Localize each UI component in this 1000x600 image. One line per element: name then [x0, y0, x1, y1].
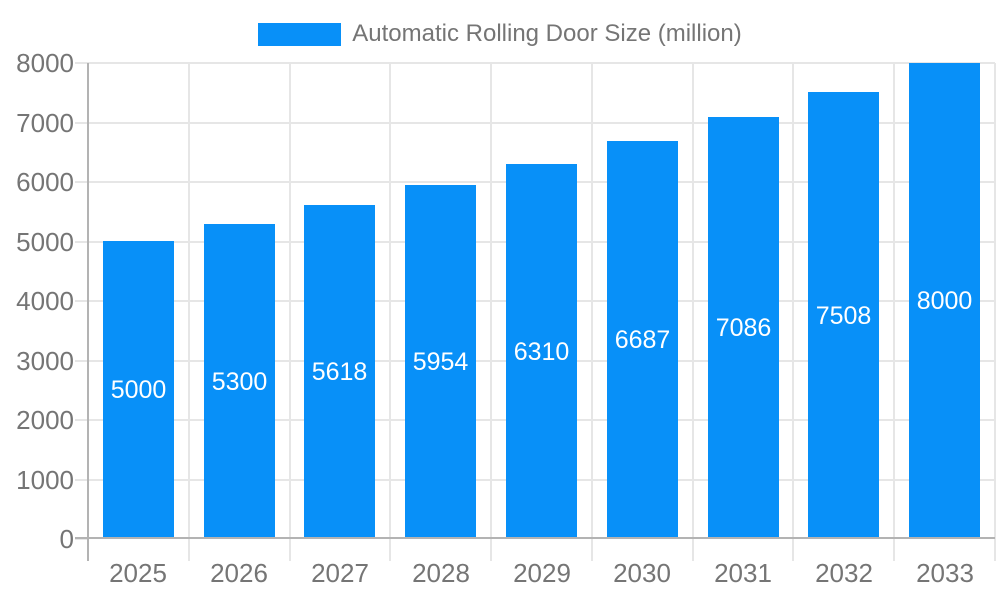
bar[interactable]: [909, 63, 980, 539]
bar[interactable]: [607, 141, 678, 539]
legend[interactable]: Automatic Rolling Door Size (million): [0, 20, 1000, 48]
x-gridline: [389, 63, 391, 561]
x-axis-tick-label: 2029: [513, 558, 571, 588]
x-axis-tick-label: 2032: [815, 558, 873, 588]
x-gridline: [289, 63, 291, 561]
x-gridline: [188, 63, 190, 561]
bar[interactable]: [304, 205, 375, 539]
bar[interactable]: [506, 164, 577, 539]
bar[interactable]: [808, 92, 879, 539]
y-axis-tick-label: 1000: [16, 465, 74, 495]
y-axis-tick-label: 5000: [16, 227, 74, 257]
x-axis-tick-label: 2031: [714, 558, 772, 588]
x-axis-tick-label: 2030: [613, 558, 671, 588]
legend-label: Automatic Rolling Door Size (million): [352, 20, 742, 47]
y-gridline: [75, 62, 995, 64]
y-gridline: [75, 122, 995, 124]
y-axis-tick-label: 7000: [16, 108, 74, 138]
x-gridline: [994, 63, 996, 561]
bar[interactable]: [708, 117, 779, 539]
x-gridline: [893, 63, 895, 561]
y-axis-tick-label: 2000: [16, 405, 74, 435]
y-axis-tick-label: 4000: [16, 286, 74, 316]
x-gridline: [692, 63, 694, 561]
bar[interactable]: [103, 241, 174, 539]
x-axis-tick-label: 2028: [412, 558, 470, 588]
x-axis-line: [75, 537, 995, 539]
y-axis-line: [87, 63, 89, 561]
x-gridline: [792, 63, 794, 561]
x-axis-tick-label: 2027: [311, 558, 369, 588]
legend-swatch: [258, 22, 342, 46]
y-axis-tick-label: 8000: [16, 48, 74, 78]
bar[interactable]: [204, 224, 275, 539]
x-gridline: [591, 63, 593, 561]
y-axis-tick-label: 0: [59, 524, 74, 554]
bar[interactable]: [405, 185, 476, 539]
x-axis-tick-label: 2026: [210, 558, 268, 588]
x-axis-tick-label: 2025: [109, 558, 167, 588]
y-tick: [75, 538, 88, 540]
y-axis-tick-label: 6000: [16, 167, 74, 197]
x-gridline: [490, 63, 492, 561]
x-axis-tick-label: 2033: [916, 558, 974, 588]
y-axis-tick-label: 3000: [16, 346, 74, 376]
